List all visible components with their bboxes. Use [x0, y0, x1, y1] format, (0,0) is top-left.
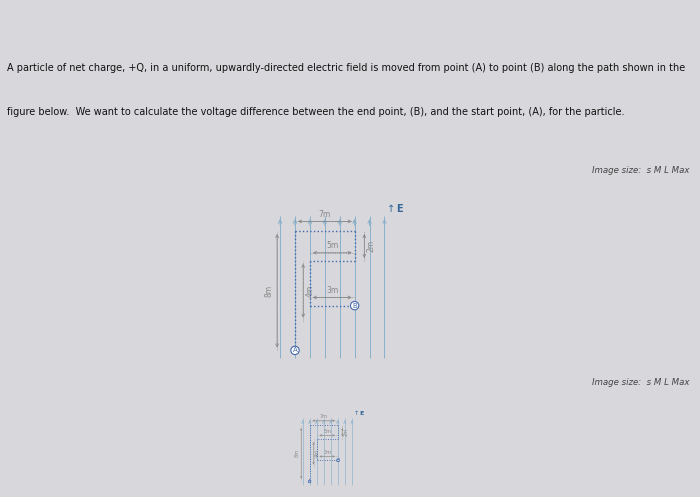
Text: 4m: 4m [305, 285, 314, 297]
Text: figure below.  We want to calculate the voltage difference between the end point: figure below. We want to calculate the v… [7, 107, 624, 117]
Text: 4m: 4m [314, 449, 320, 457]
Text: 2m: 2m [367, 240, 376, 252]
Circle shape [337, 459, 339, 462]
Text: 3m: 3m [323, 450, 331, 455]
Text: $\uparrow$E: $\uparrow$E [352, 408, 366, 417]
Text: A particle of net charge, +Q, in a uniform, upwardly-directed electric field is : A particle of net charge, +Q, in a unifo… [7, 63, 685, 73]
Text: 8m: 8m [265, 285, 274, 297]
Text: 8m: 8m [295, 449, 300, 457]
Text: B: B [352, 303, 357, 309]
Text: Image size:  s M L Max: Image size: s M L Max [592, 378, 690, 387]
Text: 2m: 2m [344, 428, 349, 436]
Text: 5m: 5m [326, 241, 338, 250]
Circle shape [351, 302, 359, 310]
Text: Image size:  s M L Max: Image size: s M L Max [592, 166, 690, 175]
Text: 5m: 5m [323, 429, 331, 434]
Circle shape [290, 346, 299, 354]
Text: 3m: 3m [326, 286, 338, 295]
Text: B: B [336, 458, 340, 463]
Text: 7m: 7m [318, 210, 331, 219]
Text: $\uparrow$E: $\uparrow$E [385, 202, 405, 214]
Circle shape [309, 480, 311, 483]
Text: A: A [293, 347, 297, 353]
Text: A: A [308, 479, 312, 484]
Text: 7m: 7m [320, 414, 328, 419]
